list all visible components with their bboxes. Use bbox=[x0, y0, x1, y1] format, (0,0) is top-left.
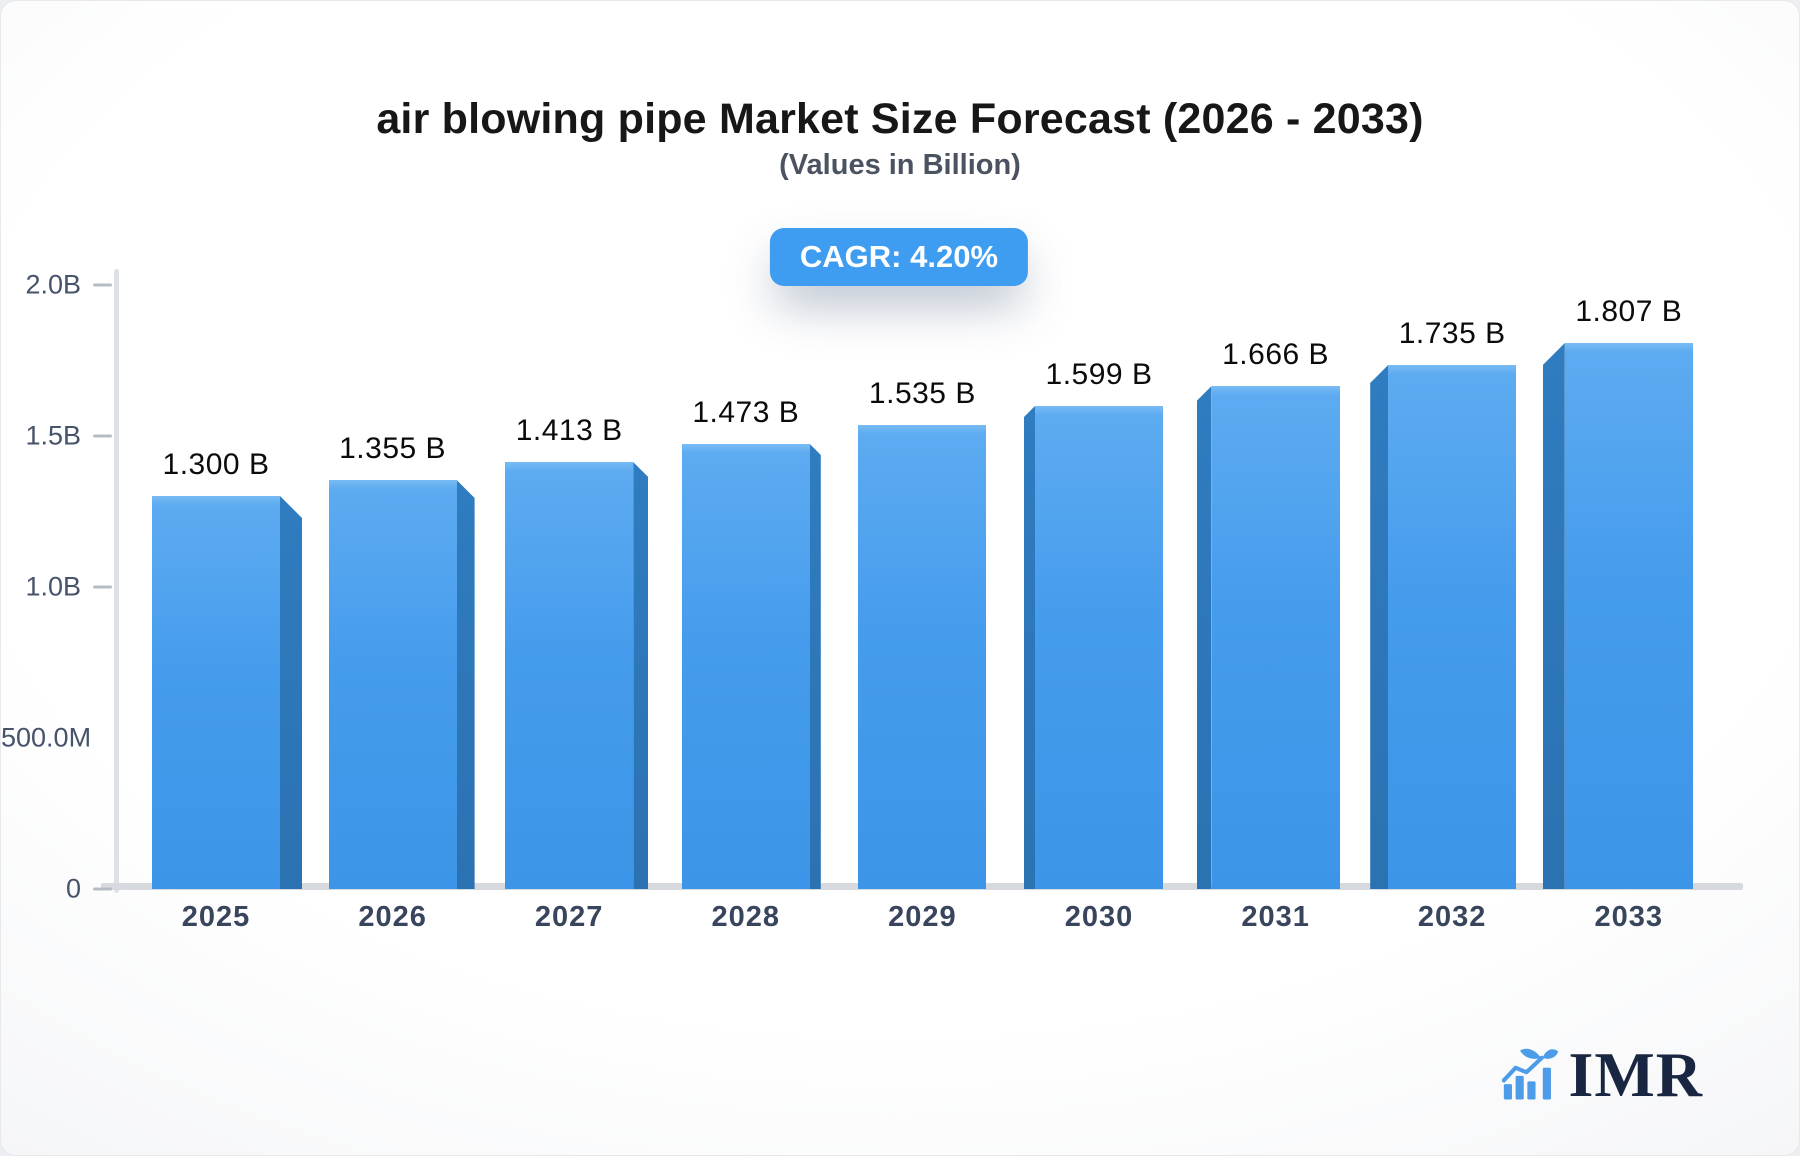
y-tick-label: 1.0B bbox=[25, 571, 81, 602]
chart-subtitle: (Values in Billion) bbox=[779, 149, 1021, 181]
x-axis-label: 2025 bbox=[181, 901, 251, 933]
brand-logo: IMR bbox=[1502, 1039, 1703, 1110]
y-tick-label: 1.5B bbox=[25, 420, 81, 451]
bar-side-2031 bbox=[1196, 386, 1212, 889]
bar-value-label: 1.807 B bbox=[1575, 295, 1683, 328]
bar-side-2028 bbox=[809, 444, 821, 889]
bar-side-2025 bbox=[280, 496, 302, 889]
bar-side-2027 bbox=[633, 462, 649, 889]
bar-value-label: 1.735 B bbox=[1398, 317, 1506, 350]
brand-logo-text: IMR bbox=[1568, 1039, 1703, 1110]
bar-value-label: 1.300 B bbox=[162, 448, 270, 481]
bar-value-label: 1.535 B bbox=[868, 377, 976, 410]
x-axis-label: 2031 bbox=[1241, 901, 1310, 933]
bar-face-2031 bbox=[1211, 386, 1340, 889]
bar-face-2030 bbox=[1035, 406, 1163, 889]
y-tick-label: 0 bbox=[65, 873, 81, 904]
bar-side-2030 bbox=[1024, 406, 1035, 889]
bar-value-label: 1.473 B bbox=[692, 396, 800, 429]
y-tick-dash bbox=[93, 887, 112, 891]
bar-side-2033 bbox=[1542, 343, 1565, 889]
y-axis-line bbox=[114, 269, 119, 893]
bar-value-label: 1.355 B bbox=[339, 432, 447, 465]
y-tick-label: 2.0B bbox=[25, 269, 81, 300]
bar-face-2026 bbox=[328, 480, 457, 889]
bar-face-2025 bbox=[152, 496, 280, 889]
x-axis-label: 2026 bbox=[358, 901, 427, 933]
x-axis-label: 2027 bbox=[534, 901, 604, 933]
bar-value-label: 1.413 B bbox=[515, 414, 623, 447]
x-axis-label: 2033 bbox=[1594, 901, 1664, 933]
x-axis-label: 2030 bbox=[1064, 901, 1134, 933]
bar-chart-leaf-icon bbox=[1502, 1048, 1559, 1100]
y-tick-dash bbox=[93, 283, 112, 287]
x-axis-label: 2028 bbox=[711, 901, 781, 933]
bar-face-2027 bbox=[505, 462, 634, 889]
x-axis-label: 2032 bbox=[1417, 901, 1487, 933]
bar-face-2028 bbox=[681, 444, 810, 889]
bar-value-label: 1.599 B bbox=[1045, 358, 1153, 391]
bar-face-2033 bbox=[1564, 343, 1693, 889]
bar-face-2029 bbox=[858, 425, 987, 889]
bar-face-2032 bbox=[1388, 365, 1517, 889]
bar-side-2026 bbox=[456, 480, 475, 889]
y-tick-label: 500.0M bbox=[1, 722, 92, 753]
bar-value-label: 1.666 B bbox=[1222, 338, 1330, 371]
chart-title: air blowing pipe Market Size Forecast (2… bbox=[376, 95, 1424, 143]
x-axis-label: 2029 bbox=[888, 901, 957, 933]
y-tick-dash bbox=[93, 585, 112, 589]
y-tick-dash bbox=[93, 434, 112, 438]
cagr-badge: CAGR: 4.20% bbox=[769, 228, 1029, 286]
bar-side-2032 bbox=[1370, 365, 1389, 889]
